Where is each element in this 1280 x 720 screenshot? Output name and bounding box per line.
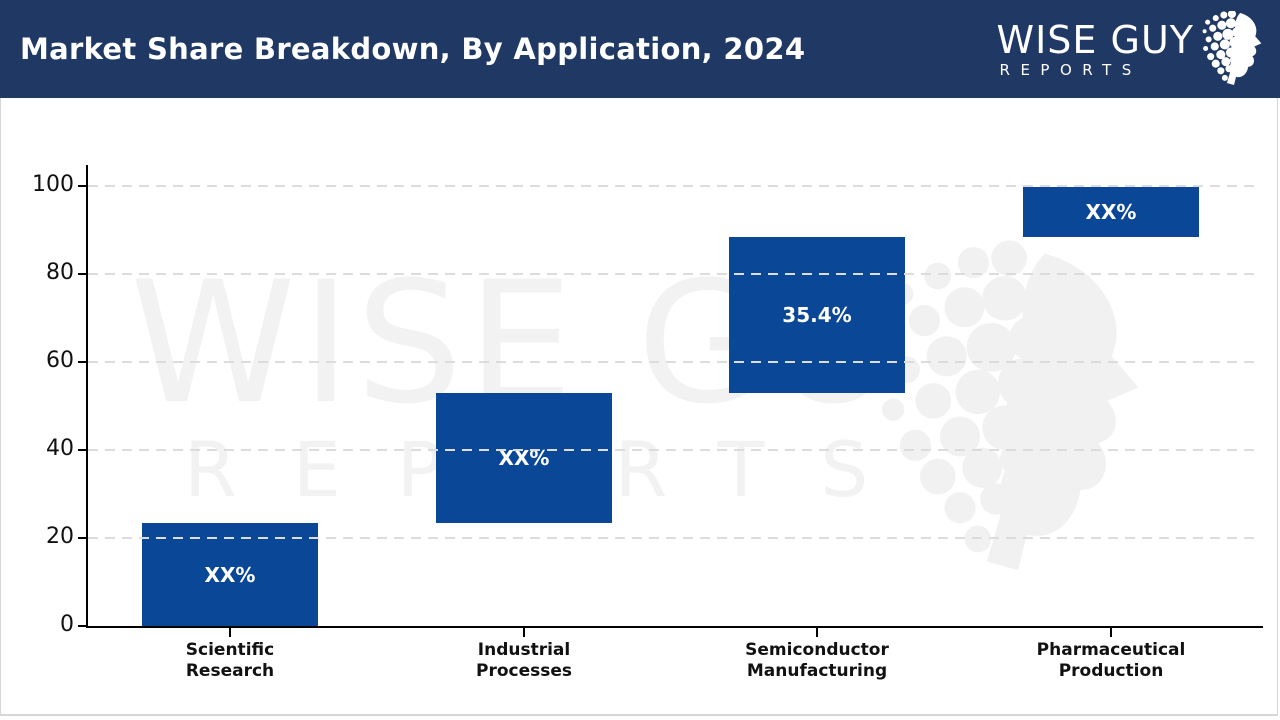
y-tick-label: 40 xyxy=(46,436,74,461)
x-axis-label-line: Processes xyxy=(475,661,572,681)
wise-guy-face-icon xyxy=(1202,11,1262,85)
x-axis-label-line: Production xyxy=(1058,661,1164,681)
y-tick-label: 0 xyxy=(60,612,74,637)
header-bar: Market Share Breakdown, By Application, … xyxy=(0,0,1280,98)
y-tick-mark xyxy=(78,185,87,187)
gridline xyxy=(88,273,1258,275)
y-tick-label: 100 xyxy=(32,172,74,197)
y-tick-label: 20 xyxy=(46,524,74,549)
x-tick-mark xyxy=(229,628,231,637)
x-axis-label-line: Manufacturing xyxy=(746,661,888,681)
x-axis-label-pharmaceutical-production: Pharmaceutical Production xyxy=(961,640,1261,682)
x-axis-label-line: Pharmaceutical xyxy=(1036,640,1186,660)
bar-scientific-research: XX% xyxy=(142,523,318,626)
y-tick-mark xyxy=(78,273,87,275)
y-tick-label: 60 xyxy=(46,348,74,373)
bar-value-label: XX% xyxy=(1085,199,1137,224)
bar-value-label: XX% xyxy=(204,562,256,587)
logo-text: WISE GUY REPORTS xyxy=(997,20,1194,79)
page-title: Market Share Breakdown, By Application, … xyxy=(20,32,806,66)
gridline xyxy=(88,449,1258,451)
x-axis-label-line: Semiconductor xyxy=(745,640,889,660)
gridline xyxy=(88,185,1258,187)
bar-pharmaceutical-production: XX% xyxy=(1023,186,1199,238)
x-tick-mark xyxy=(523,628,525,637)
y-tick-mark xyxy=(78,537,87,539)
gridline xyxy=(88,361,1258,363)
x-axis-label-semiconductor-manufacturing: Semiconductor Manufacturing xyxy=(667,640,967,682)
y-axis-line xyxy=(86,165,88,628)
gridline xyxy=(88,537,1258,539)
bar-value-label: 35.4% xyxy=(782,302,852,327)
x-axis-label-line: Scientific xyxy=(185,640,275,660)
x-axis-line xyxy=(86,626,1263,628)
x-axis-label-scientific-research: Scientific Research xyxy=(80,640,380,682)
x-axis-label-line: Research xyxy=(185,661,275,681)
y-tick-mark xyxy=(78,449,87,451)
y-tick-mark xyxy=(78,361,87,363)
x-axis-label-industrial-processes: Industrial Processes xyxy=(374,640,674,682)
x-tick-mark xyxy=(816,628,818,637)
y-tick-mark xyxy=(78,625,87,627)
logo-subtitle: REPORTS xyxy=(999,60,1142,79)
x-axis-label-line: Industrial xyxy=(477,640,571,660)
bar-industrial-processes: XX% xyxy=(436,392,612,524)
logo: WISE GUY REPORTS xyxy=(997,10,1270,88)
bar-semiconductor-manufacturing: 35.4% xyxy=(729,237,905,393)
logo-wordmark: WISE GUY xyxy=(996,17,1194,62)
x-tick-mark xyxy=(1110,628,1112,637)
y-tick-label: 80 xyxy=(46,260,74,285)
